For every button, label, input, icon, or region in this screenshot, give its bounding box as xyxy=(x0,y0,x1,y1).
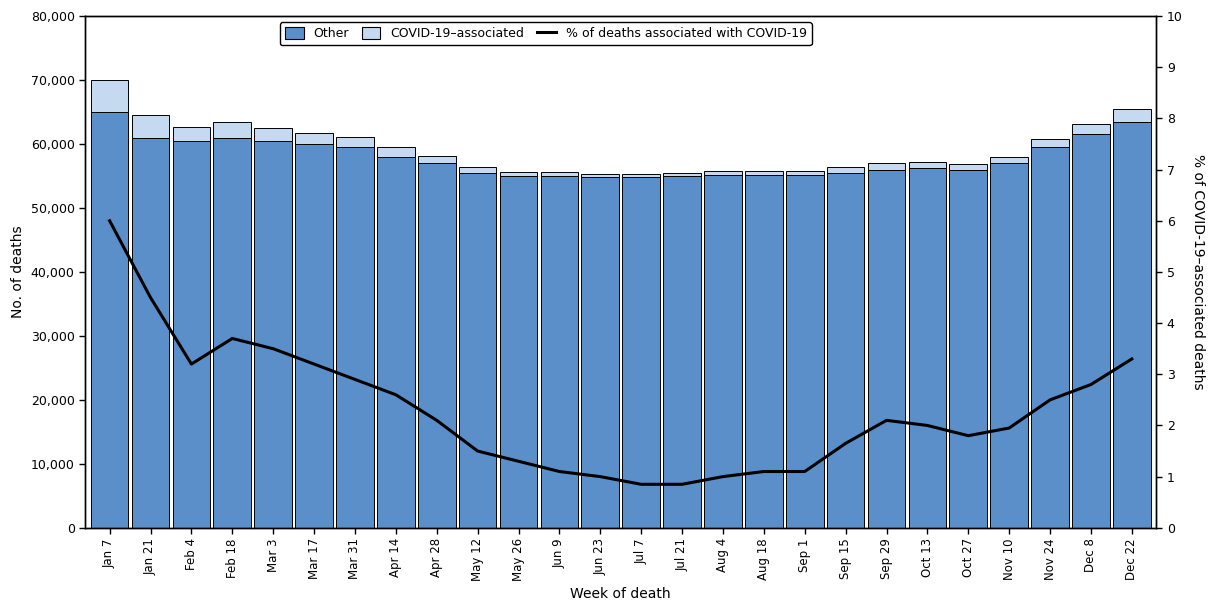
Bar xyxy=(214,122,250,138)
% of deaths associated with COVID-19 xyxy=(306,360,321,368)
% of deaths associated with COVID-19 xyxy=(348,376,362,383)
Bar xyxy=(254,141,292,528)
Bar xyxy=(990,163,1028,528)
Bar xyxy=(1031,147,1069,528)
% of deaths associated with COVID-19 xyxy=(102,217,117,225)
X-axis label: Week of death: Week of death xyxy=(570,587,671,601)
Bar xyxy=(868,170,906,528)
Bar xyxy=(336,147,373,528)
Bar xyxy=(1073,124,1110,135)
Y-axis label: % of COVID-19–associated deaths: % of COVID-19–associated deaths xyxy=(1190,154,1205,390)
% of deaths associated with COVID-19 xyxy=(1043,396,1058,403)
Bar xyxy=(418,155,456,163)
Bar xyxy=(377,157,415,528)
% of deaths associated with COVID-19 xyxy=(552,468,567,475)
% of deaths associated with COVID-19 xyxy=(716,473,731,480)
% of deaths associated with COVID-19 xyxy=(143,294,158,301)
Bar xyxy=(1073,135,1110,528)
Bar xyxy=(458,173,496,528)
Bar xyxy=(1113,122,1150,528)
% of deaths associated with COVID-19 xyxy=(921,422,935,429)
% of deaths associated with COVID-19 xyxy=(798,468,812,475)
% of deaths associated with COVID-19 xyxy=(1002,424,1017,431)
Bar xyxy=(214,138,250,528)
Bar xyxy=(908,168,946,528)
Line: % of deaths associated with COVID-19: % of deaths associated with COVID-19 xyxy=(109,221,1132,484)
Bar xyxy=(827,167,865,173)
Bar xyxy=(500,176,537,528)
Bar xyxy=(990,157,1028,163)
Legend: Other, COVID-19–associated, % of deaths associated with COVID-19: Other, COVID-19–associated, % of deaths … xyxy=(280,23,811,45)
Bar xyxy=(336,137,373,147)
Bar xyxy=(581,174,619,177)
% of deaths associated with COVID-19 xyxy=(593,473,608,480)
% of deaths associated with COVID-19 xyxy=(511,458,525,465)
Bar xyxy=(131,115,169,138)
% of deaths associated with COVID-19 xyxy=(1083,381,1098,388)
Bar xyxy=(623,174,660,177)
% of deaths associated with COVID-19 xyxy=(634,480,648,488)
Bar xyxy=(500,171,537,176)
% of deaths associated with COVID-19 xyxy=(184,360,198,368)
Bar xyxy=(950,164,987,170)
Bar xyxy=(868,163,906,170)
Bar xyxy=(786,171,823,175)
% of deaths associated with COVID-19 xyxy=(471,447,485,455)
% of deaths associated with COVID-19 xyxy=(266,345,281,353)
Bar xyxy=(377,147,415,157)
Bar xyxy=(581,177,619,528)
Bar xyxy=(827,173,865,528)
Bar xyxy=(173,141,210,528)
% of deaths associated with COVID-19 xyxy=(879,417,894,424)
Bar xyxy=(1031,139,1069,147)
Bar xyxy=(91,112,129,528)
Bar xyxy=(91,80,129,112)
% of deaths associated with COVID-19 xyxy=(429,417,444,424)
% of deaths associated with COVID-19 xyxy=(756,468,771,475)
Bar xyxy=(950,170,987,528)
Bar xyxy=(745,171,783,175)
% of deaths associated with COVID-19 xyxy=(1125,355,1139,362)
% of deaths associated with COVID-19 xyxy=(225,335,240,342)
Bar xyxy=(663,173,700,176)
% of deaths associated with COVID-19 xyxy=(675,480,689,488)
Bar xyxy=(173,127,210,141)
% of deaths associated with COVID-19 xyxy=(389,391,404,398)
Bar xyxy=(541,172,578,176)
Bar xyxy=(704,175,742,528)
Bar xyxy=(623,177,660,528)
Bar xyxy=(663,176,700,528)
% of deaths associated with COVID-19 xyxy=(838,439,852,447)
Bar xyxy=(254,128,292,141)
Bar xyxy=(541,176,578,528)
Bar xyxy=(295,144,333,528)
Bar xyxy=(418,163,456,528)
Bar xyxy=(704,171,742,175)
Bar xyxy=(786,175,823,528)
% of deaths associated with COVID-19 xyxy=(961,432,975,439)
Bar xyxy=(295,133,333,144)
Bar xyxy=(745,175,783,528)
Bar xyxy=(908,162,946,168)
Bar xyxy=(131,138,169,528)
Bar xyxy=(458,167,496,173)
Y-axis label: No. of deaths: No. of deaths xyxy=(11,226,26,318)
Bar xyxy=(1113,109,1150,122)
